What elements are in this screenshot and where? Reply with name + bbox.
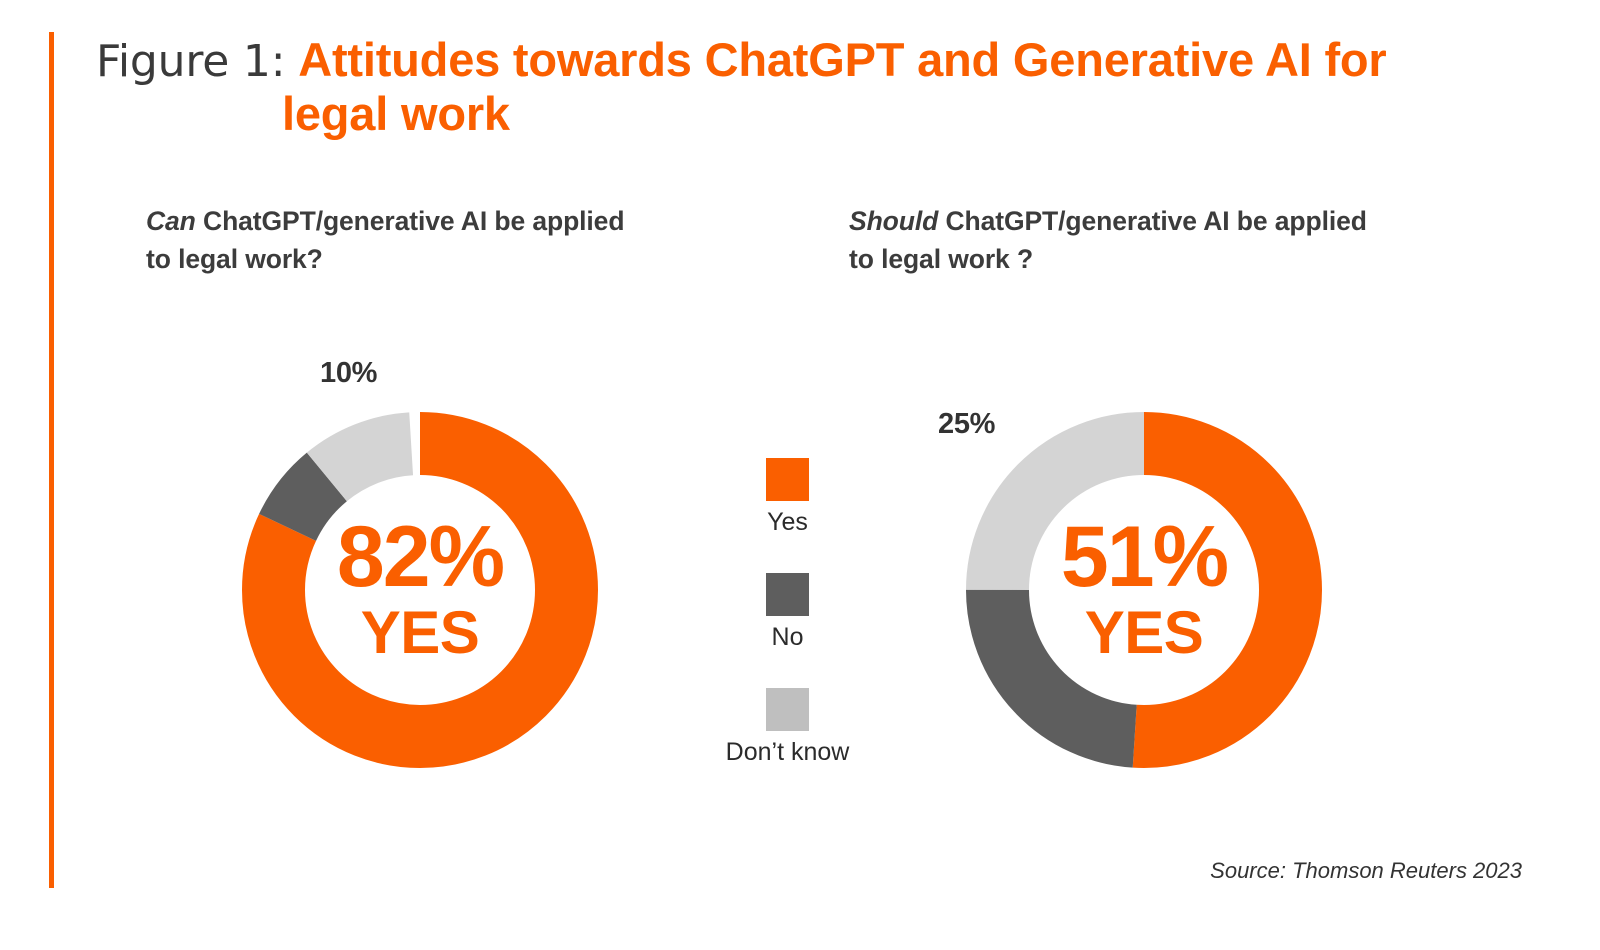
- donut-chart-can: 82% YES: [228, 398, 612, 782]
- donut-chart-should: 51% YES: [952, 398, 1336, 782]
- left-accent-rule: [49, 32, 54, 888]
- legend-label-dont-know: Don’t know: [725, 738, 850, 766]
- legend-swatch-no: [766, 573, 809, 616]
- panel-heading-can-rest: ChatGPT/generative AI be applied to lega…: [146, 206, 625, 274]
- panel-heading-can-emphasis: Can: [146, 206, 196, 236]
- donut-should-label-dont-know: 25%: [938, 408, 996, 440]
- legend-swatch-dont-know: [765, 688, 809, 731]
- donut-should-svg: [966, 412, 1322, 768]
- donut-should-label-no: 24%: [925, 707, 983, 739]
- donut-should-slice-dont-know[interactable]: [966, 412, 1322, 768]
- chart-legend: Yes No Don’t know: [700, 458, 875, 767]
- legend-item-dont-know[interactable]: Don’t know: [725, 688, 850, 767]
- title-text-line2: legal work: [282, 87, 510, 141]
- title-text-line1: Attitudes towards ChatGPT and Generative…: [298, 33, 1387, 86]
- donut-should-slice-no[interactable]: [966, 412, 1322, 768]
- panel-heading-should: Should ChatGPT/generative AI be applied …: [849, 203, 1369, 278]
- figure-title: Figure 1: Attitudes towards ChatGPT and …: [96, 34, 1436, 140]
- legend-label-no: No: [771, 623, 804, 651]
- legend-swatch-yes: [766, 458, 809, 501]
- source-attribution: Source: Thomson Reuters 2023: [1210, 858, 1522, 883]
- donut-can-label-dont-know: 10%: [320, 357, 378, 389]
- legend-item-yes[interactable]: Yes: [766, 458, 809, 537]
- panel-heading-can: Can ChatGPT/generative AI be applied to …: [146, 203, 626, 278]
- donut-can-slice-yes[interactable]: [242, 412, 598, 768]
- donut-can-label-no: 7%: [225, 419, 267, 451]
- title-line-1: Figure 1: Attitudes towards ChatGPT and …: [96, 34, 1436, 86]
- legend-item-no[interactable]: No: [766, 573, 809, 652]
- title-line-2: legal work: [282, 88, 1436, 140]
- panel-heading-should-rest: ChatGPT/generative AI be applied to lega…: [849, 206, 1367, 274]
- panel-heading-should-emphasis: Should: [849, 206, 939, 236]
- legend-label-yes: Yes: [767, 508, 808, 536]
- donut-can-svg: [242, 412, 598, 768]
- figure-number-label: Figure 1:: [96, 36, 286, 87]
